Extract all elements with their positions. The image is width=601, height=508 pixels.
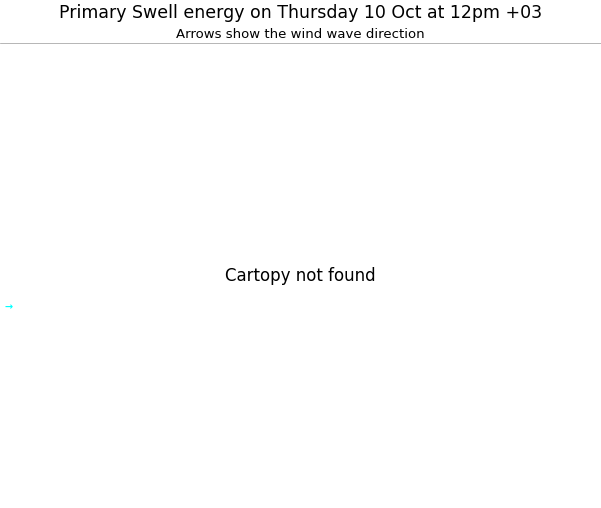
Text: →: →: [5, 302, 13, 312]
Text: Arrows show the wind wave direction: Arrows show the wind wave direction: [176, 28, 425, 41]
Text: Primary Swell energy on Thursday 10 Oct at 12pm +03: Primary Swell energy on Thursday 10 Oct …: [59, 4, 542, 22]
Text: Cartopy not found: Cartopy not found: [225, 267, 376, 285]
